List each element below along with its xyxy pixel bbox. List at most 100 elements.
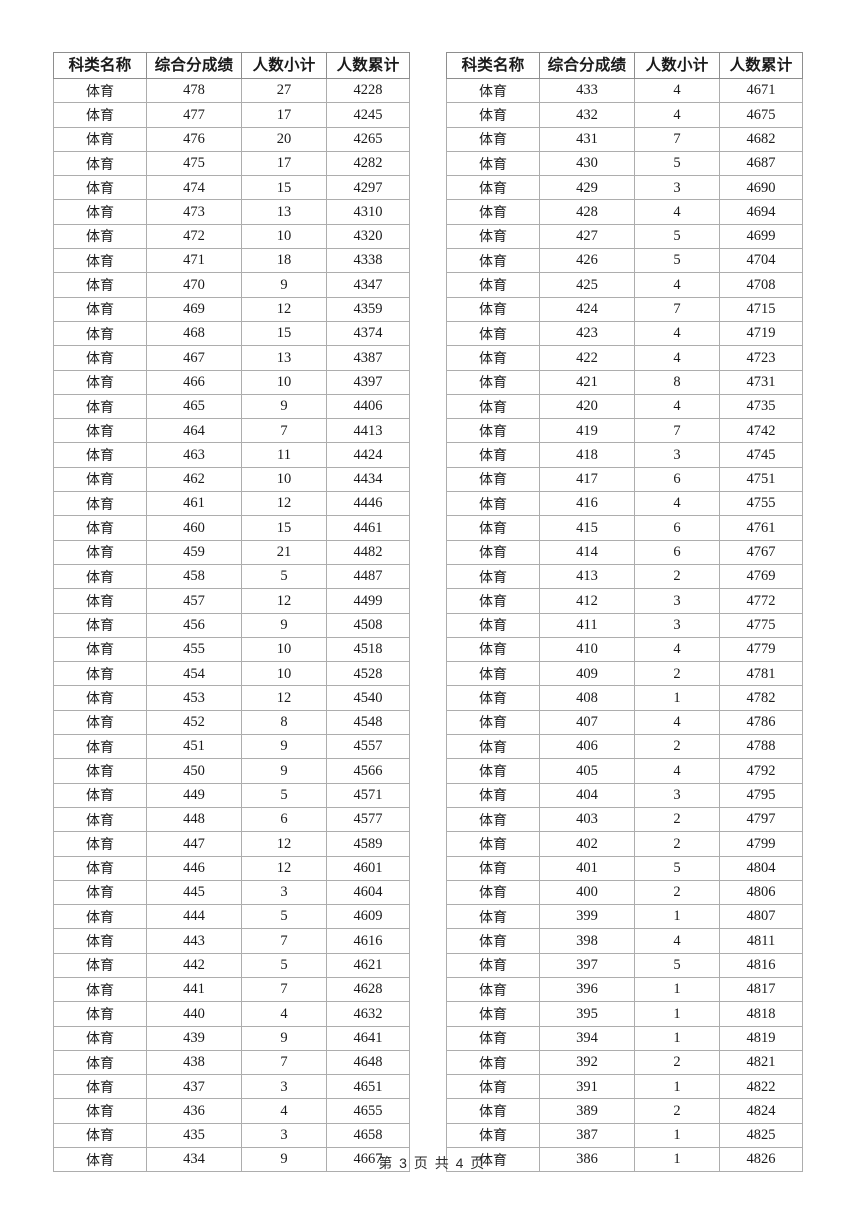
count-cell: 9 bbox=[241, 272, 327, 298]
score-cell: 408 bbox=[539, 685, 635, 711]
cumulative-cell: 4228 bbox=[326, 77, 410, 104]
cumulative-cell: 4811 bbox=[719, 928, 803, 954]
subject-cell: 体育 bbox=[446, 879, 540, 906]
score-cell: 468 bbox=[146, 320, 242, 347]
subject-cell: 体育 bbox=[446, 126, 540, 152]
table-row: 体育 400 2 4806 bbox=[446, 879, 803, 906]
subject-cell: 体育 bbox=[446, 758, 540, 784]
table-row: 体育 440 4 4632 bbox=[53, 1001, 410, 1027]
cumulative-cell: 4320 bbox=[326, 223, 410, 250]
subject-cell: 体育 bbox=[53, 126, 147, 152]
table-row: 体育 431 7 4682 bbox=[446, 126, 803, 152]
subject-cell: 体育 bbox=[446, 223, 540, 250]
subject-cell: 体育 bbox=[53, 588, 147, 614]
subject-cell: 体育 bbox=[53, 418, 147, 444]
count-cell: 12 bbox=[241, 855, 327, 881]
score-cell: 396 bbox=[539, 976, 635, 1003]
subject-cell: 体育 bbox=[53, 563, 147, 590]
table-row: 体育 407 4 4786 bbox=[446, 709, 803, 736]
count-cell: 11 bbox=[241, 442, 327, 468]
cumulative-cell: 4655 bbox=[326, 1098, 410, 1124]
subject-cell: 体育 bbox=[53, 491, 147, 517]
table-row: 体育 418 3 4745 bbox=[446, 442, 803, 468]
count-cell: 21 bbox=[241, 539, 327, 565]
subject-cell: 体育 bbox=[446, 1147, 540, 1173]
subject-cell: 体育 bbox=[53, 272, 147, 298]
score-cell: 474 bbox=[146, 175, 242, 201]
subject-cell: 体育 bbox=[446, 1074, 540, 1100]
table-row: 体育 412 3 4772 bbox=[446, 588, 803, 614]
table-row: 体育 405 4 4792 bbox=[446, 758, 803, 784]
table-body-left: 体育 478 27 4228 体育 477 17 4245 体育 476 20 4265 体育 475 17… bbox=[53, 77, 410, 1173]
count-cell: 2 bbox=[634, 734, 720, 760]
subject-cell: 体育 bbox=[446, 466, 540, 493]
table-row: 体育 439 9 4641 bbox=[53, 1025, 410, 1051]
count-cell: 2 bbox=[634, 1049, 720, 1076]
count-cell: 6 bbox=[241, 806, 327, 833]
subject-cell: 体育 bbox=[446, 563, 540, 590]
cumulative-cell: 4601 bbox=[326, 855, 410, 881]
subject-cell: 体育 bbox=[446, 685, 540, 711]
subject-cell: 体育 bbox=[446, 855, 540, 881]
score-cell: 458 bbox=[146, 563, 242, 590]
count-cell: 12 bbox=[241, 491, 327, 517]
subject-cell: 体育 bbox=[446, 928, 540, 954]
cumulative-cell: 4651 bbox=[326, 1074, 410, 1100]
score-cell: 452 bbox=[146, 709, 242, 736]
score-cell: 425 bbox=[539, 272, 635, 298]
score-cell: 478 bbox=[146, 77, 242, 104]
cumulative-cell: 4628 bbox=[326, 976, 410, 1003]
table-row: 体育 475 17 4282 bbox=[53, 150, 410, 177]
count-cell: 27 bbox=[241, 77, 327, 104]
score-cell: 436 bbox=[146, 1098, 242, 1124]
score-cell: 398 bbox=[539, 928, 635, 954]
score-cell: 448 bbox=[146, 806, 242, 833]
count-cell: 7 bbox=[241, 976, 327, 1003]
count-cell: 7 bbox=[634, 418, 720, 444]
table-row: 体育 452 8 4548 bbox=[53, 709, 410, 736]
subject-cell: 体育 bbox=[446, 782, 540, 808]
subject-cell: 体育 bbox=[446, 709, 540, 736]
score-cell: 392 bbox=[539, 1049, 635, 1076]
table-row: 体育 465 9 4406 bbox=[53, 393, 410, 420]
subject-cell: 体育 bbox=[446, 77, 540, 104]
cumulative-cell: 4648 bbox=[326, 1049, 410, 1076]
score-cell: 421 bbox=[539, 369, 635, 395]
subject-cell: 体育 bbox=[446, 272, 540, 298]
count-cell: 12 bbox=[241, 831, 327, 857]
score-cell: 424 bbox=[539, 296, 635, 322]
subject-cell: 体育 bbox=[446, 904, 540, 930]
count-cell: 7 bbox=[241, 418, 327, 444]
count-cell: 4 bbox=[241, 1098, 327, 1124]
cumulative-cell: 4804 bbox=[719, 855, 803, 881]
cumulative-cell: 4731 bbox=[719, 369, 803, 395]
count-cell: 1 bbox=[634, 685, 720, 711]
score-cell: 447 bbox=[146, 831, 242, 857]
subject-cell: 体育 bbox=[53, 393, 147, 420]
count-cell: 18 bbox=[241, 248, 327, 274]
count-cell: 4 bbox=[634, 928, 720, 954]
table-row: 体育 420 4 4735 bbox=[446, 393, 803, 420]
subject-cell: 体育 bbox=[446, 952, 540, 978]
cumulative-cell: 4566 bbox=[326, 758, 410, 784]
count-cell: 3 bbox=[634, 442, 720, 468]
table-row: 体育 409 2 4781 bbox=[446, 661, 803, 687]
score-cell: 439 bbox=[146, 1025, 242, 1051]
score-cell: 423 bbox=[539, 320, 635, 347]
score-cell: 465 bbox=[146, 393, 242, 420]
count-cell: 3 bbox=[241, 1074, 327, 1100]
cumulative-cell: 4751 bbox=[719, 466, 803, 493]
cumulative-cell: 4755 bbox=[719, 491, 803, 517]
count-cell: 12 bbox=[241, 296, 327, 322]
subject-cell: 体育 bbox=[53, 248, 147, 274]
table-row: 体育 437 3 4651 bbox=[53, 1074, 410, 1100]
table-row: 体育 432 4 4675 bbox=[446, 102, 803, 128]
count-cell: 1 bbox=[634, 976, 720, 1003]
count-cell: 4 bbox=[634, 393, 720, 420]
cumulative-cell: 4675 bbox=[719, 102, 803, 128]
table-row: 体育 456 9 4508 bbox=[53, 612, 410, 638]
cumulative-cell: 4782 bbox=[719, 685, 803, 711]
score-cell: 409 bbox=[539, 661, 635, 687]
cumulative-cell: 4641 bbox=[326, 1025, 410, 1051]
cumulative-cell: 4806 bbox=[719, 879, 803, 906]
